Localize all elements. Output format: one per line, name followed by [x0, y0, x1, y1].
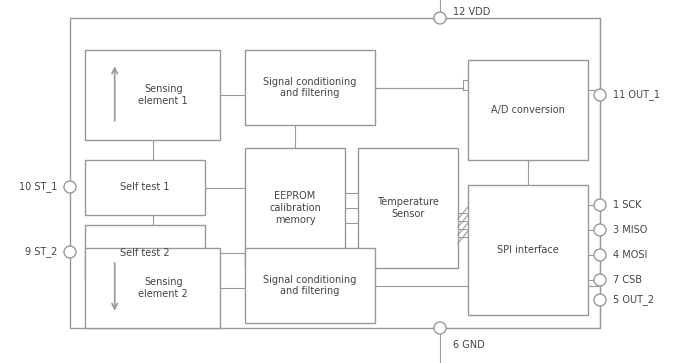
Bar: [85, 160, 205, 215]
Text: 9 ST_2: 9 ST_2: [25, 246, 57, 257]
Bar: [85, 248, 220, 328]
Text: EEPROM
calibration
memory: EEPROM calibration memory: [269, 191, 321, 225]
Circle shape: [594, 274, 606, 286]
Text: Signal conditioning
and filtering: Signal conditioning and filtering: [263, 275, 357, 296]
Text: Sensing
element 1: Sensing element 1: [139, 84, 188, 106]
Bar: [245, 148, 345, 268]
Bar: [70, 18, 600, 328]
Text: 6 GND: 6 GND: [453, 340, 484, 350]
Text: Signal conditioning
and filtering: Signal conditioning and filtering: [263, 77, 357, 98]
Text: SPI interface: SPI interface: [497, 245, 559, 255]
Bar: [245, 50, 375, 125]
Text: Self test 2: Self test 2: [120, 248, 170, 257]
Text: 4 MOSI: 4 MOSI: [613, 250, 648, 260]
Bar: [85, 225, 205, 280]
Text: 5 OUT_2: 5 OUT_2: [613, 294, 654, 305]
Circle shape: [594, 89, 606, 101]
Circle shape: [594, 224, 606, 236]
Circle shape: [434, 12, 446, 24]
Circle shape: [594, 294, 606, 306]
Text: Sensing
element 2: Sensing element 2: [139, 277, 188, 299]
Bar: [468, 60, 588, 160]
Circle shape: [434, 322, 446, 334]
Text: 10 ST_1: 10 ST_1: [19, 182, 57, 192]
Circle shape: [594, 249, 606, 261]
Circle shape: [594, 199, 606, 211]
Bar: [85, 50, 220, 140]
Text: 1 SCK: 1 SCK: [613, 200, 641, 210]
Text: 11 OUT_1: 11 OUT_1: [613, 90, 660, 101]
Bar: [468, 185, 588, 315]
Text: 7 CSB: 7 CSB: [613, 275, 642, 285]
Text: A/D conversion: A/D conversion: [491, 105, 565, 115]
Circle shape: [64, 246, 76, 258]
Text: Temperature
Sensor: Temperature Sensor: [377, 197, 439, 219]
Bar: [245, 248, 375, 323]
Text: 12 VDD: 12 VDD: [453, 7, 491, 17]
Text: 3 MISO: 3 MISO: [613, 225, 648, 235]
Text: Self test 1: Self test 1: [120, 183, 169, 192]
Circle shape: [64, 181, 76, 193]
Bar: [358, 148, 458, 268]
